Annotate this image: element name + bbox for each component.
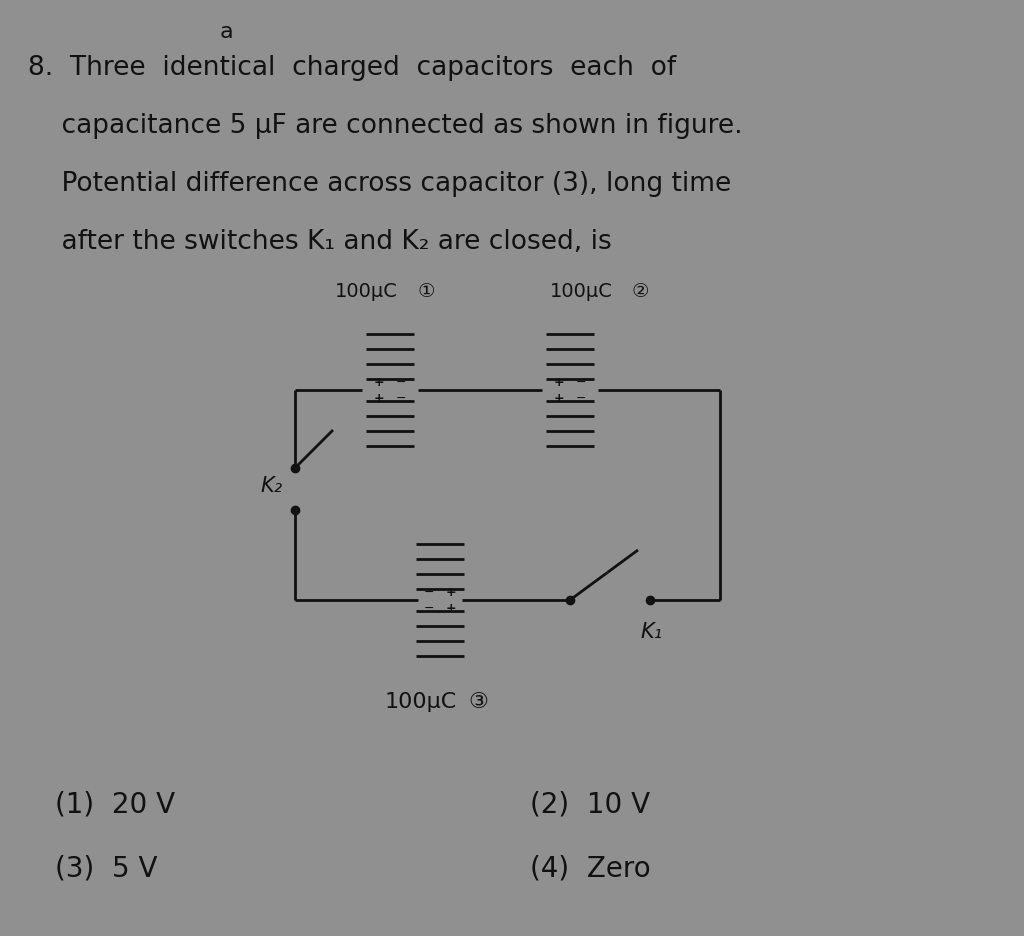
Text: 100μC: 100μC bbox=[550, 282, 613, 301]
Text: −: − bbox=[395, 375, 407, 388]
Text: ②: ② bbox=[632, 282, 649, 301]
Text: +: + bbox=[554, 375, 564, 388]
Text: +: + bbox=[445, 586, 457, 598]
Text: K₂: K₂ bbox=[261, 476, 283, 496]
Text: 100μC: 100μC bbox=[335, 282, 398, 301]
Text: a: a bbox=[220, 22, 233, 42]
Text: (1)  20 V: (1) 20 V bbox=[55, 790, 175, 818]
Text: +: + bbox=[374, 375, 384, 388]
Text: −: − bbox=[424, 586, 434, 598]
Text: capacitance 5 μF are connected as shown in figure.: capacitance 5 μF are connected as shown … bbox=[28, 113, 742, 139]
Text: +: + bbox=[445, 602, 457, 615]
Text: −: − bbox=[575, 375, 587, 388]
Text: (2)  10 V: (2) 10 V bbox=[530, 790, 650, 818]
Text: 8.  Three  identical  charged  capacitors  each  of: 8. Three identical charged capacitors ea… bbox=[28, 55, 676, 81]
Text: ①: ① bbox=[418, 282, 435, 301]
Text: 100μC: 100μC bbox=[385, 692, 458, 712]
Text: (4)  Zero: (4) Zero bbox=[530, 855, 650, 883]
Text: after the switches K₁ and K₂ are closed, is: after the switches K₁ and K₂ are closed,… bbox=[28, 229, 611, 255]
Text: −: − bbox=[424, 602, 434, 615]
Text: −: − bbox=[395, 391, 407, 404]
Text: −: − bbox=[575, 391, 587, 404]
Text: +: + bbox=[374, 391, 384, 404]
Text: K₁: K₁ bbox=[640, 622, 663, 642]
Text: +: + bbox=[554, 391, 564, 404]
Text: Potential difference across capacitor (3), long time: Potential difference across capacitor (3… bbox=[28, 171, 731, 197]
Text: (3)  5 V: (3) 5 V bbox=[55, 855, 158, 883]
Text: ③: ③ bbox=[468, 692, 488, 712]
